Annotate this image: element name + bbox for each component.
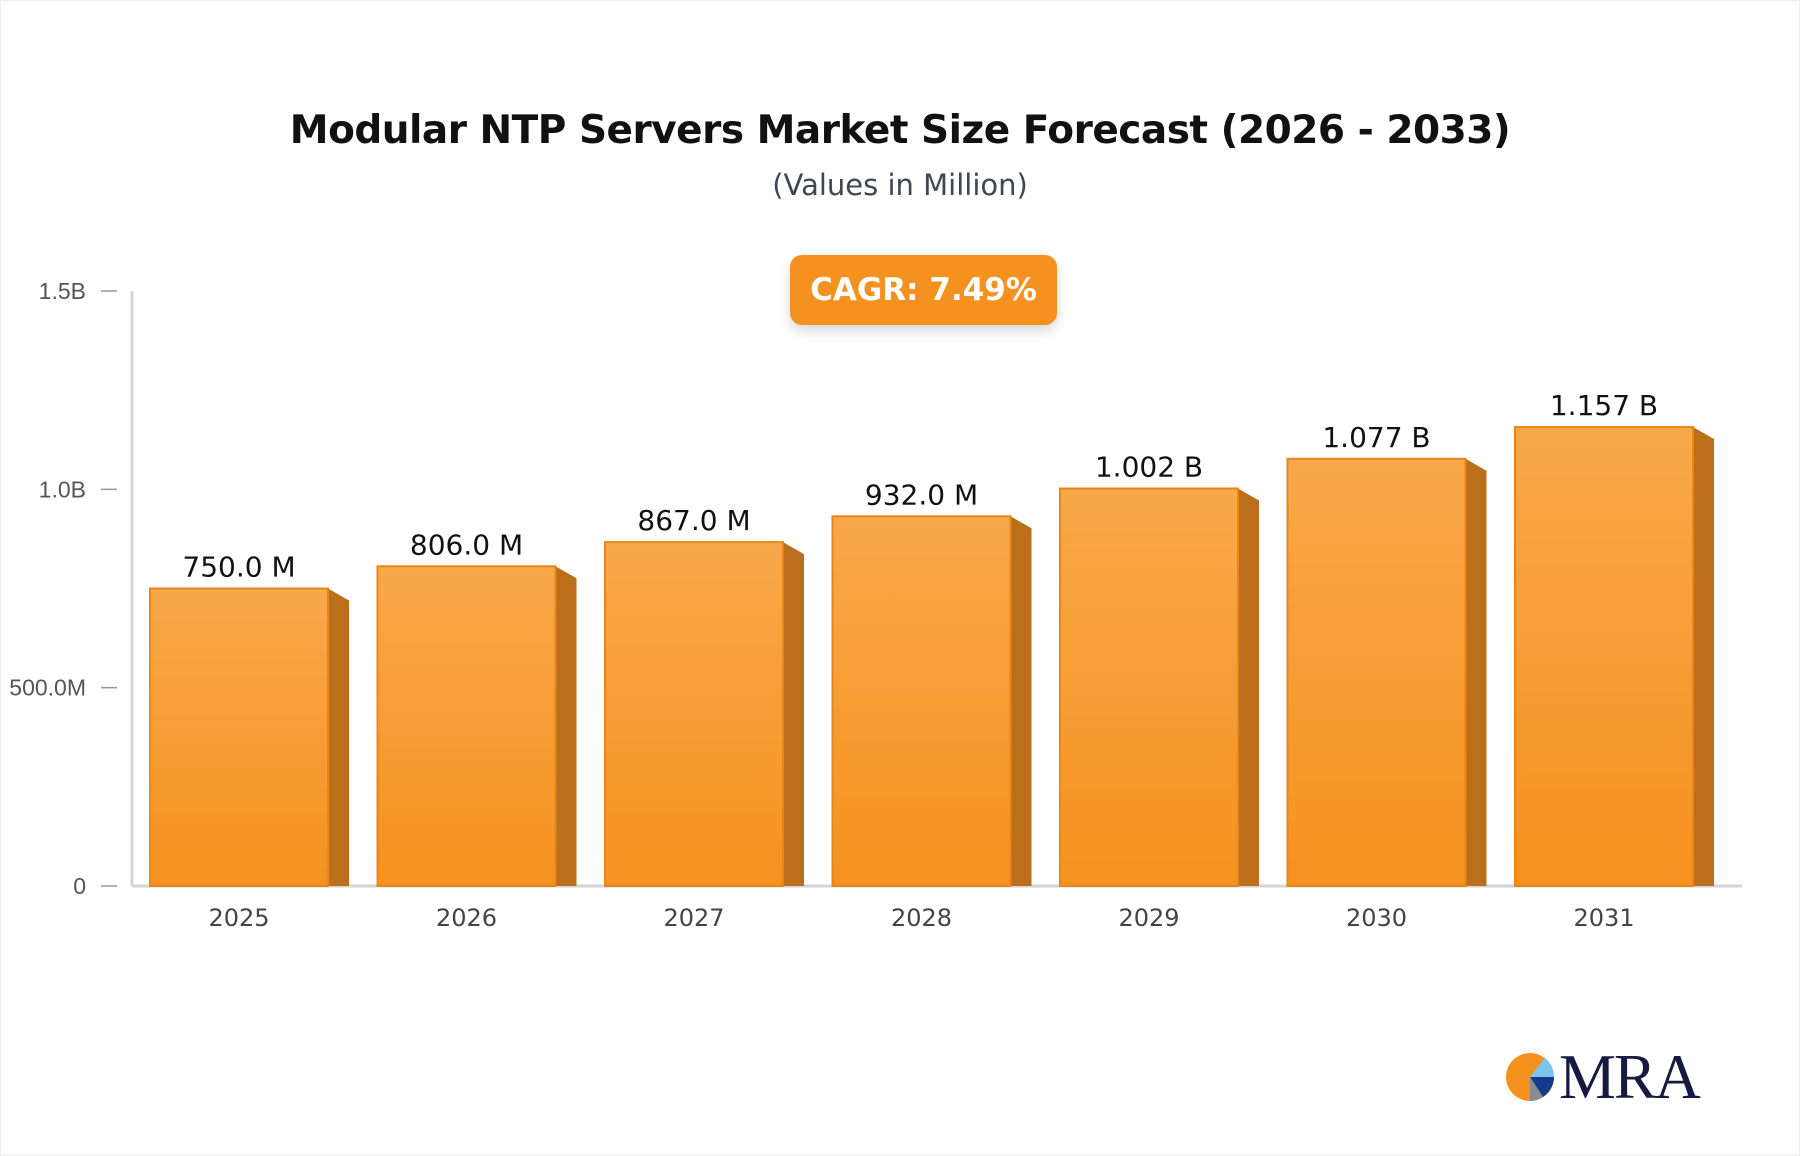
bar: [376, 565, 557, 888]
y-tick-label: 0: [73, 873, 86, 899]
data-label: 806.0 M: [410, 528, 523, 561]
bar-side: [555, 566, 577, 886]
data-label: 1.157 B: [1550, 389, 1658, 422]
x-tick-label: 2030: [1346, 904, 1407, 932]
bar: [149, 587, 329, 887]
y-tick-label: 1.0B: [39, 476, 86, 502]
x-tick-label: 2027: [663, 904, 724, 932]
x-tick-label: 2028: [891, 904, 952, 932]
bar-side: [1010, 516, 1032, 886]
bar-side: [328, 588, 349, 886]
bar: [604, 541, 784, 888]
chart-title: Modular NTP Servers Market Size Forecast…: [289, 108, 1511, 153]
data-label: 1.077 B: [1322, 421, 1430, 454]
chart-subtitle: (Values in Million): [772, 168, 1028, 202]
x-tick-label: 2029: [1118, 904, 1179, 932]
logo-text: MRA: [1559, 1041, 1701, 1112]
x-tick-label: 2031: [1573, 904, 1634, 932]
pie-logo-icon: [1506, 1053, 1555, 1101]
bar: [1059, 487, 1239, 887]
x-tick-label: 2026: [436, 904, 497, 932]
bar-side: [783, 542, 804, 886]
bar-side: [1693, 427, 1714, 886]
x-tick-label: 2025: [208, 904, 269, 932]
data-label: 932.0 M: [865, 478, 978, 511]
bar: [1514, 426, 1694, 887]
bar: [1286, 457, 1467, 887]
bar-side: [1465, 458, 1487, 886]
data-label: 750.0 M: [182, 551, 295, 584]
bar-side: [1238, 488, 1259, 886]
data-label: 867.0 M: [637, 504, 750, 537]
y-tick-label: 500.0M: [9, 675, 86, 701]
mra-logo: MRA: [1505, 1040, 1701, 1114]
data-label: 1.002 B: [1095, 451, 1203, 484]
bar: [831, 515, 1012, 887]
y-tick-label: 1.5B: [39, 278, 86, 304]
cagr-badge: CAGR: 7.49%: [790, 255, 1057, 325]
